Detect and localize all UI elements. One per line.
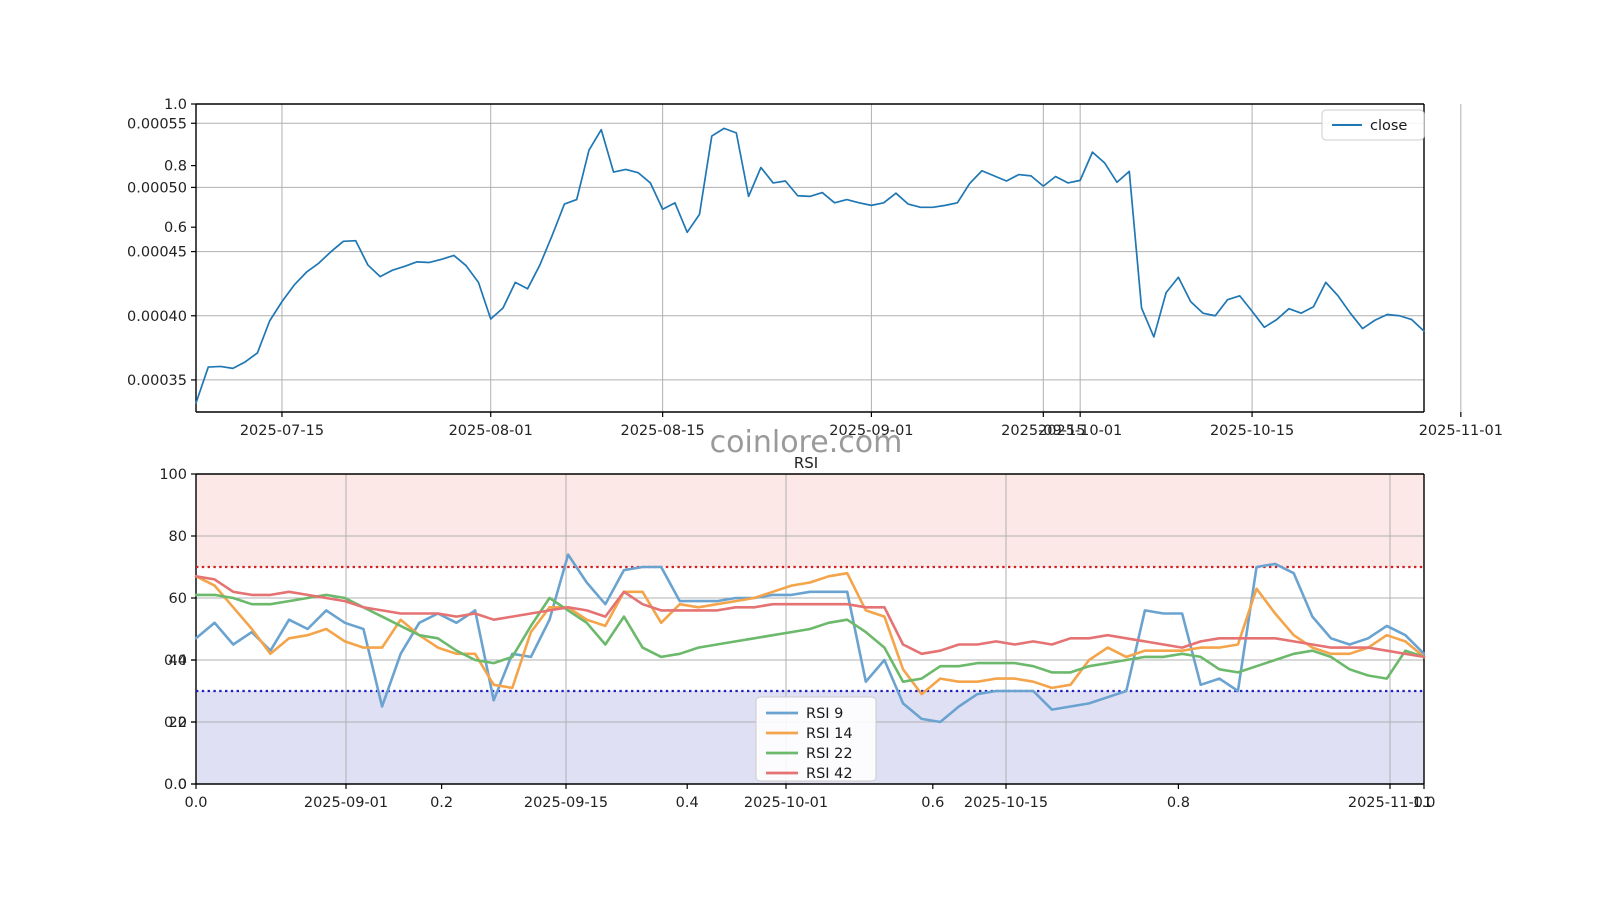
price-x-tick-label: 2025-10-01 (1038, 423, 1122, 439)
rsi-y-tick-label-secondary: 0.0 (164, 777, 187, 793)
rsi-line-rsi-9 (194, 553, 1426, 724)
rsi-panel-title: RSI (794, 454, 818, 472)
price-x-tick-label: 2025-07-15 (240, 423, 324, 439)
rsi-x-tick-label: 2025-10-01 (744, 795, 828, 811)
rsi-x-tick-label: 2025-11-01 (1348, 795, 1432, 811)
rsi-x-tick-label-secondary: 0.2 (430, 795, 453, 811)
rsi-y-tick-label: 100 (159, 467, 187, 483)
rsi-line-rsi-14 (194, 571, 1426, 696)
rsi-y-tick-label: 80 (169, 529, 187, 545)
price-y-tick-label: 0.00055 (127, 116, 187, 132)
rsi-line-rsi-42 (194, 575, 1426, 659)
rsi-x-tick-label-secondary: 0.0 (184, 795, 207, 811)
rsi-x-tick-label: 2025-09-01 (304, 795, 388, 811)
rsi-legend-label-rsi-14: RSI 14 (806, 726, 853, 742)
rsi-legend-label-rsi-42: RSI 42 (806, 766, 853, 782)
rsi-x-tick-label-secondary: 0.8 (1167, 795, 1190, 811)
rsi-y-tick-label: 40 (169, 653, 187, 669)
price-y-tick-label-secondary: 1.0 (164, 97, 187, 113)
rsi-y-tick-label-secondary: 0.2 (164, 715, 187, 731)
price-y-tick-label-secondary: 0.6 (164, 220, 187, 236)
price-y-tick-label: 0.00045 (127, 245, 187, 261)
price-x-tick-label: 2025-08-01 (449, 423, 533, 439)
price-y-tick-label: 0.00035 (127, 373, 187, 389)
price-x-tick-label: 2025-09-01 (829, 423, 913, 439)
price-legend-box (1321, 109, 1425, 141)
price-legend-label-close: close (1370, 118, 1407, 134)
watermark-text: coinlore.com (710, 425, 903, 460)
price-y-tick-label: 0.00040 (127, 309, 187, 325)
price-y-tick-label-secondary: 0.8 (164, 159, 187, 175)
rsi-line-rsi-22 (194, 593, 1426, 683)
price-x-tick-label: 2025-10-15 (1210, 423, 1294, 439)
price-x-tick-label: 2025-11-01 (1419, 423, 1503, 439)
rsi-legend-box (755, 696, 877, 782)
rsi-x-tick-label-secondary: 0.4 (676, 795, 699, 811)
rsi-y-tick-label-secondary: 0.4 (164, 653, 187, 669)
rsi-legend-label-rsi-9: RSI 9 (806, 706, 843, 722)
price-x-tick-label: 2025-09-15 (1001, 423, 1085, 439)
rsi-y-tick-label: 0 (178, 777, 187, 793)
price-close-line (195, 127, 1425, 404)
price-x-tick-label: 2025-08-15 (620, 423, 704, 439)
price-y-tick-label: 0.00050 (127, 180, 187, 196)
rsi-x-tick-label: 2025-09-15 (524, 795, 608, 811)
rsi-band-overbought (196, 474, 1424, 567)
rsi-x-tick-label: 2025-10-15 (964, 795, 1048, 811)
rsi-y-tick-label: 60 (169, 591, 187, 607)
rsi-y-tick-label: 20 (169, 715, 187, 731)
rsi-x-tick-label-secondary: 0.6 (921, 795, 944, 811)
rsi-legend-label-rsi-22: RSI 22 (806, 746, 853, 762)
rsi-x-tick-label-secondary: 1.0 (1412, 795, 1435, 811)
